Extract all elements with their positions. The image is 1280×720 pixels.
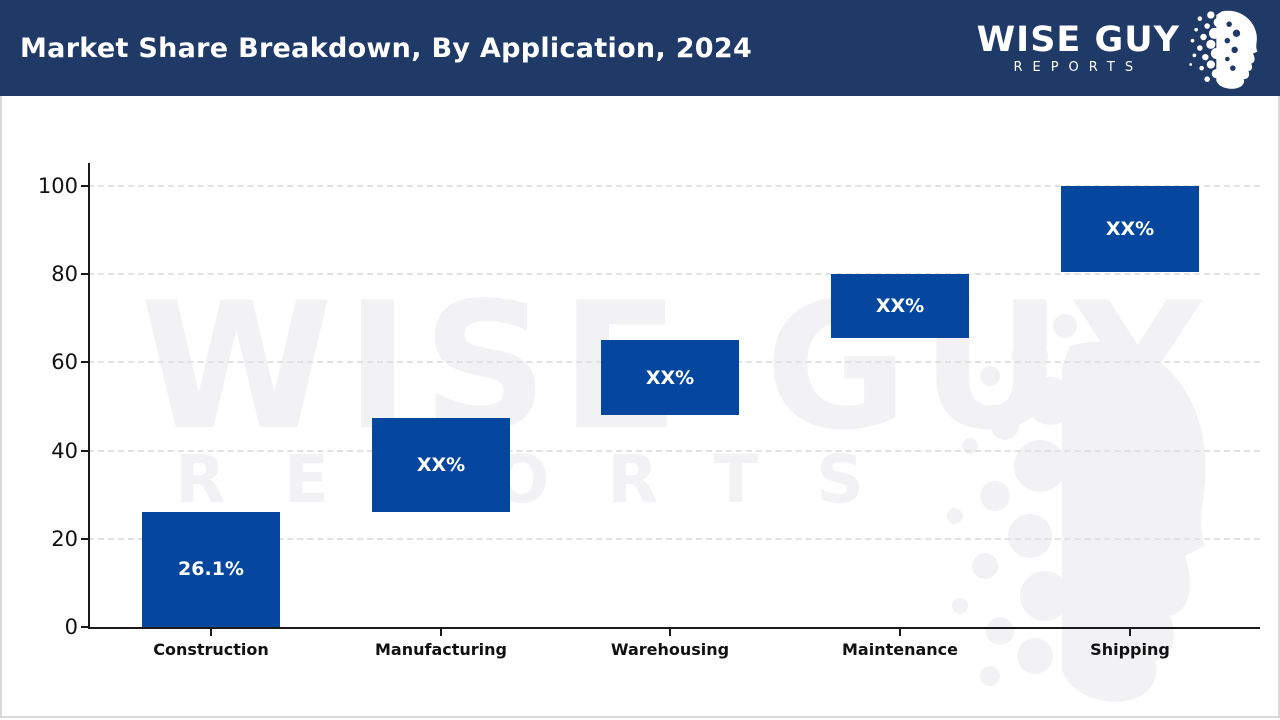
gridline-y100 [88, 185, 1260, 187]
bar-shipping: XX% [1061, 186, 1199, 272]
bar-value-label: XX% [875, 295, 925, 318]
bar-warehousing: XX% [601, 340, 739, 416]
gridline-y20 [88, 537, 1260, 540]
bar-construction: 26.1% [142, 511, 280, 627]
x-axis-tick-mark [210, 629, 212, 636]
y-axis-tick-label: 40 [51, 438, 78, 463]
brand-logo: WISE GUY REPORTS [977, 0, 1266, 96]
y-axis-tick-mark [81, 273, 88, 276]
watermark-head-icon [947, 303, 1206, 702]
y-axis-tick-label: 60 [51, 350, 78, 375]
x-axis-category-label: Warehousing [610, 640, 730, 659]
y-axis-tick-mark [81, 626, 88, 628]
x-axis-line [88, 627, 1260, 629]
x-axis-tick-mark [899, 629, 901, 636]
x-axis-tick-mark [440, 629, 442, 636]
y-axis-tick-mark [81, 449, 88, 452]
watermark-text-line2: REPORTS [175, 441, 922, 518]
gridline-y40 [88, 449, 1260, 452]
y-axis-tick-label: 100 [37, 174, 78, 198]
bar-value-label: XX% [645, 366, 695, 389]
x-axis-category-label: Construction [153, 640, 269, 659]
bar-maintenance: XX% [831, 274, 969, 339]
y-axis-tick-label: 80 [51, 262, 78, 287]
header-bar: Market Share Breakdown, By Application, … [0, 0, 1280, 96]
x-axis-tick-mark [1129, 629, 1131, 636]
bar-manufacturing: XX% [372, 417, 510, 513]
brand-name: WISE GUY [976, 19, 1180, 60]
x-axis-category-label: Shipping [1090, 640, 1170, 659]
gridline-y80 [88, 273, 1260, 276]
y-axis-tick-label: 0 [64, 615, 78, 639]
x-axis-tick-mark [669, 629, 671, 636]
brand-logo-text: WISE GUY REPORTS [977, 22, 1180, 75]
y-axis-tick-mark [81, 537, 88, 540]
x-axis-category-label: Manufacturing [375, 640, 507, 659]
y-axis-tick-mark [81, 185, 88, 187]
x-axis-category-label: Maintenance [841, 640, 958, 659]
bar-value-label: XX% [416, 453, 466, 476]
watermark: WISE GUY REPORTS [0, 96, 1280, 720]
y-axis-tick-label: 20 [51, 526, 78, 551]
brand-subtitle: REPORTS [1013, 59, 1144, 75]
bar-value-label: XX% [1105, 217, 1155, 240]
bar-value-label: 26.1% [178, 558, 244, 581]
y-axis-line [88, 163, 90, 629]
page-title: Market Share Breakdown, By Application, … [20, 32, 753, 64]
dotted-head-logo-icon [1189, 10, 1258, 89]
y-axis-tick-mark [81, 361, 88, 364]
